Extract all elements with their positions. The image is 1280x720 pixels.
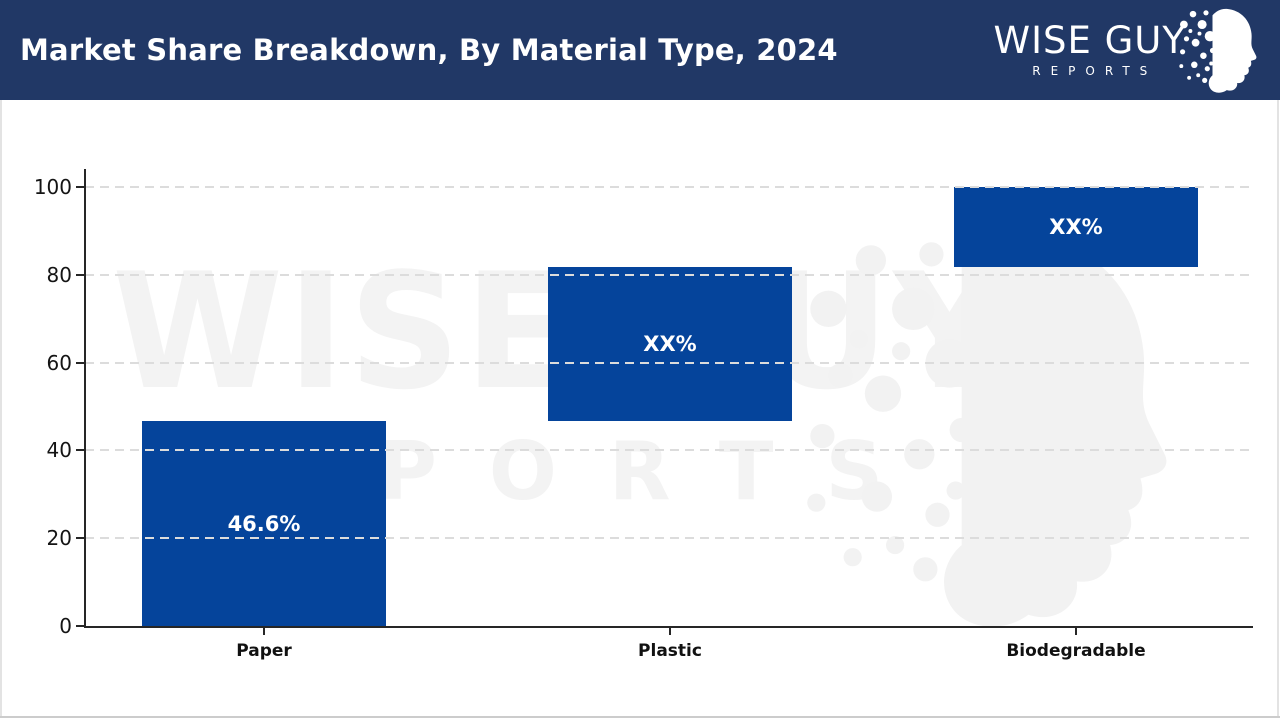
bar-value-label: 46.6% — [227, 511, 301, 536]
x-axis-tick — [1075, 628, 1077, 635]
bar-plastic — [548, 266, 792, 422]
gridline-40 — [85, 449, 1253, 452]
bottom-divider — [0, 716, 1280, 718]
y-axis-line — [84, 169, 86, 628]
gridline-80 — [85, 273, 1253, 276]
x-category-label: Paper — [236, 641, 292, 661]
left-edge-line — [0, 100, 2, 716]
logo-wordmark: WISE GUY — [993, 19, 1186, 63]
y-axis-tick — [76, 361, 85, 364]
gridline-60 — [85, 361, 1253, 364]
bar-value-label: XX% — [1049, 214, 1103, 239]
y-axis-tick — [76, 273, 85, 276]
y-axis-tick — [76, 186, 85, 188]
x-axis-tick — [263, 628, 265, 635]
y-axis-tick — [76, 537, 85, 540]
header: Market Share Breakdown, By Material Type… — [0, 0, 1280, 100]
y-tick-label: 80 — [46, 262, 72, 287]
y-axis-tick — [76, 449, 85, 452]
y-tick-label: 0 — [59, 614, 72, 638]
x-category-label: Biodegradable — [1006, 641, 1146, 661]
y-tick-label: 40 — [46, 438, 72, 463]
head-profile-logo-icon — [1176, 5, 1262, 96]
bar-paper — [142, 421, 386, 626]
y-tick-label: 60 — [46, 350, 72, 375]
page-title: Market Share Breakdown, By Material Type… — [20, 33, 838, 67]
y-tick-label: 100 — [33, 175, 72, 199]
right-edge-line — [1277, 100, 1279, 716]
bar-value-label: XX% — [643, 332, 697, 357]
x-axis-tick — [669, 628, 671, 635]
gridline-100 — [85, 186, 1253, 188]
logo-subtitle: REPORTS — [1032, 63, 1158, 78]
y-axis-tick — [76, 625, 85, 627]
x-axis-line — [84, 626, 1253, 628]
y-tick-label: 20 — [46, 526, 72, 551]
x-category-label: Plastic — [638, 641, 702, 661]
wise-guy-logo: WISE GUY REPORTS — [994, 5, 1262, 96]
logo-text: WISE GUY REPORTS — [993, 19, 1186, 78]
gridline-20 — [85, 537, 1253, 540]
